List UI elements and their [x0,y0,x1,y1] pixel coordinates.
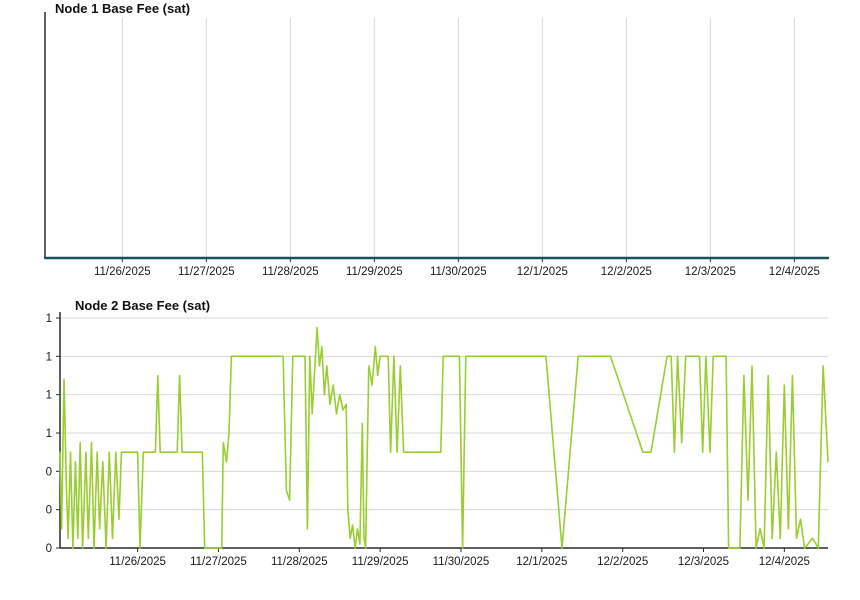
svg-text:12/3/2025: 12/3/2025 [685,266,736,278]
svg-text:0: 0 [46,505,52,517]
svg-text:0: 0 [46,543,52,555]
svg-text:11/29/2025: 11/29/2025 [352,556,409,568]
svg-text:12/2/2025: 12/2/2025 [597,556,648,568]
svg-text:12/2/2025: 12/2/2025 [601,266,652,278]
svg-text:1: 1 [46,351,52,363]
node1-chart-canvas: 11/26/2025 11/27/2025 11/28/2025 11/29/2025… [43,12,830,278]
svg-text:11/29/2025: 11/29/2025 [346,266,403,278]
node2-base-fee-chart: Node 2 Base Fee (sat) 11/26/2025 11/27/20… [0,290,860,600]
svg-text:11/30/2025: 11/30/2025 [430,266,487,278]
node1-base-fee-chart: Node 1 Base Fee (sat) 11/26/2025 11/27/20… [0,0,860,290]
svg-text:12/4/2025: 12/4/2025 [769,266,820,278]
svg-text:11/26/2025: 11/26/2025 [94,266,151,278]
svg-text:11/26/2025: 11/26/2025 [109,556,166,568]
node2-chart-canvas: 11/26/2025 11/27/2025 11/28/2025 11/29/2025… [46,312,829,568]
svg-text:12/1/2025: 12/1/2025 [516,556,567,568]
svg-text:11/27/2025: 11/27/2025 [190,556,247,568]
svg-text:11/30/2025: 11/30/2025 [433,556,490,568]
svg-text:1: 1 [46,313,52,325]
svg-text:11/28/2025: 11/28/2025 [262,266,319,278]
node2-chart-title: Node 2 Base Fee (sat) [75,298,211,313]
svg-text:11/28/2025: 11/28/2025 [271,556,328,568]
svg-text:11/27/2025: 11/27/2025 [178,266,235,278]
svg-text:12/1/2025: 12/1/2025 [517,266,568,278]
svg-text:12/4/2025: 12/4/2025 [759,556,810,568]
svg-text:12/3/2025: 12/3/2025 [678,556,729,568]
svg-text:0: 0 [46,466,52,478]
svg-text:1: 1 [46,428,52,440]
svg-text:1: 1 [46,390,52,402]
node1-chart-title: Node 1 Base Fee (sat) [55,1,191,16]
